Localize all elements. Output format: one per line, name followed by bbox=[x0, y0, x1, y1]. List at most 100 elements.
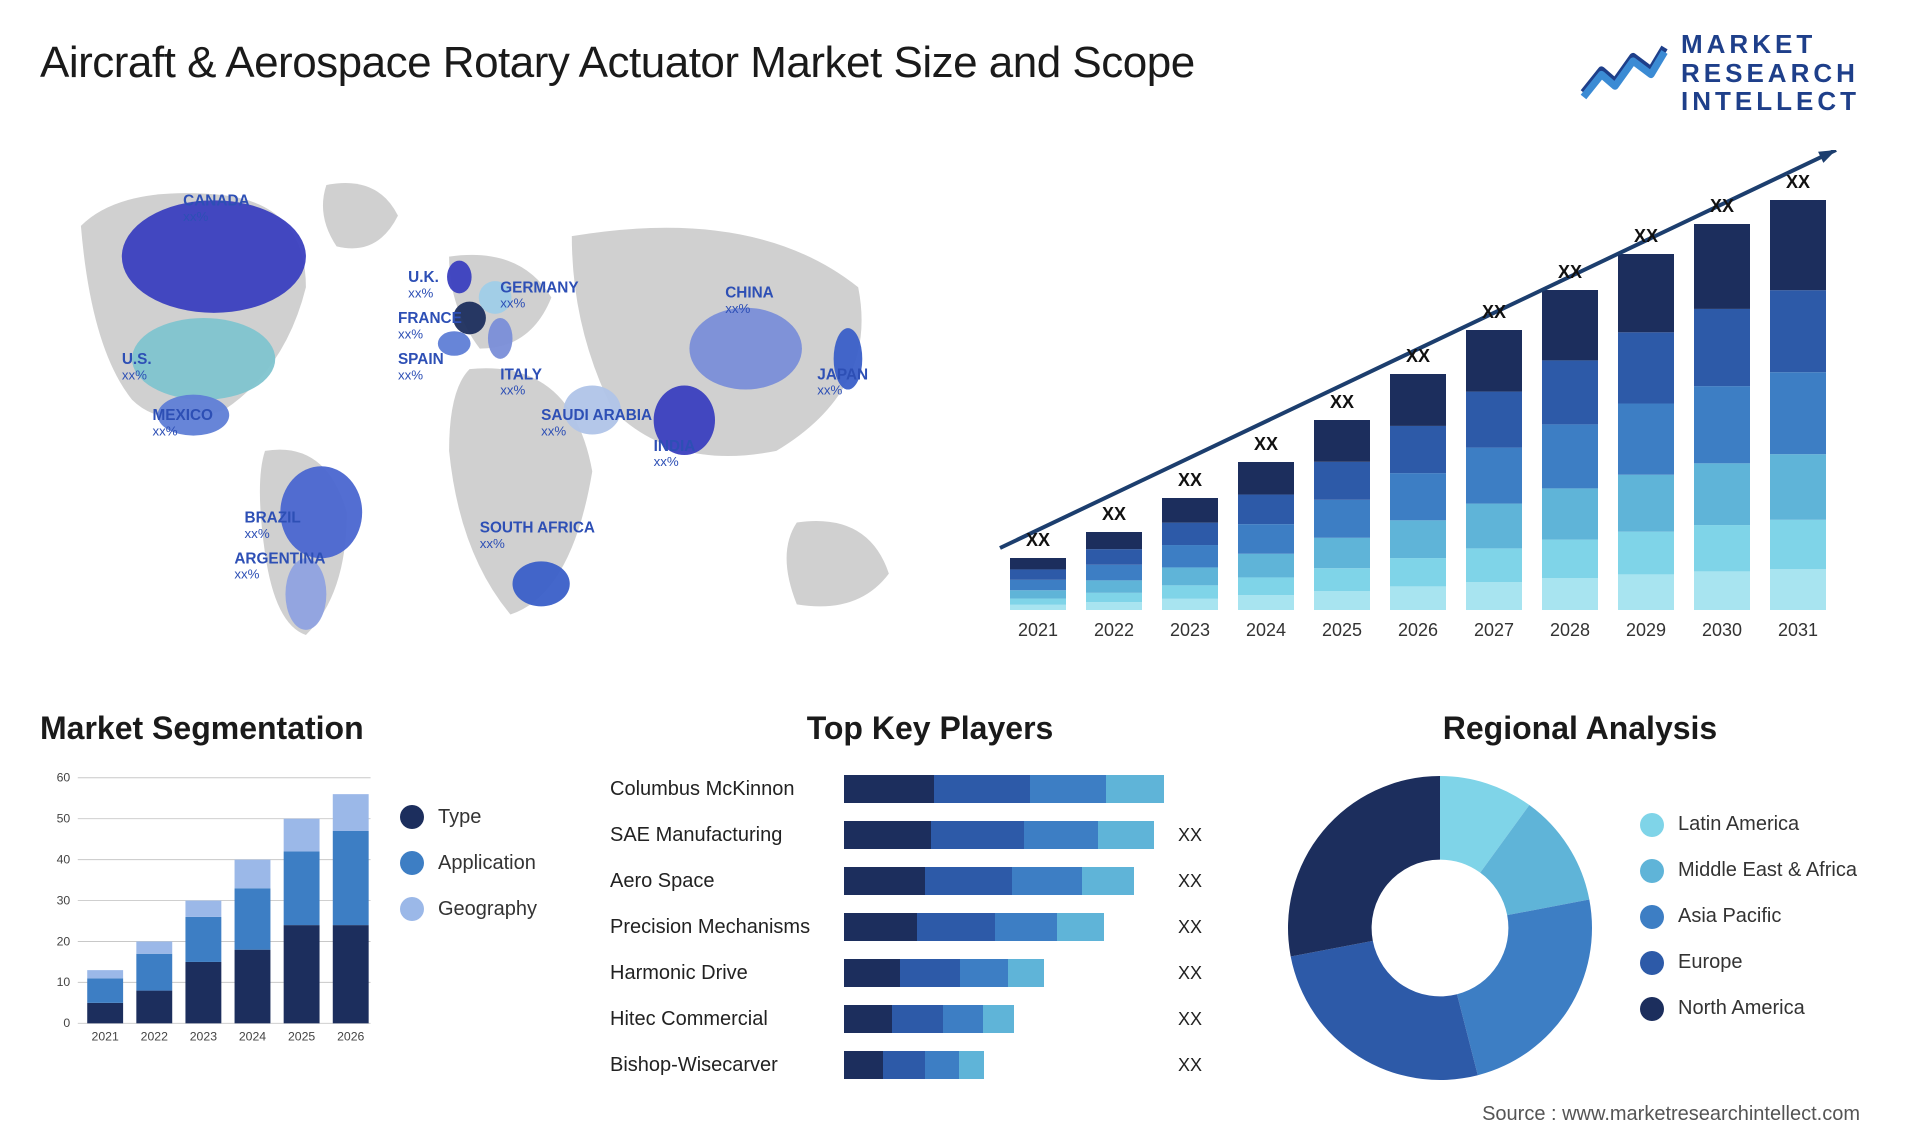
regional-donut bbox=[1280, 768, 1600, 1088]
legend-label: North America bbox=[1678, 997, 1805, 1020]
legend-item: North America bbox=[1640, 997, 1880, 1021]
svg-text:xx%: xx% bbox=[398, 367, 423, 382]
svg-text:2025: 2025 bbox=[288, 1029, 315, 1043]
player-bar bbox=[844, 959, 1164, 987]
player-value: XX bbox=[1178, 963, 1202, 984]
svg-text:60: 60 bbox=[57, 771, 71, 785]
svg-text:0: 0 bbox=[63, 1016, 70, 1030]
svg-text:2023: 2023 bbox=[1170, 620, 1210, 640]
svg-text:xx%: xx% bbox=[654, 454, 679, 469]
svg-text:xx%: xx% bbox=[817, 383, 842, 398]
svg-text:xx%: xx% bbox=[541, 424, 566, 439]
legend-swatch bbox=[1640, 997, 1664, 1021]
player-bar bbox=[844, 821, 1164, 849]
svg-text:2022: 2022 bbox=[141, 1029, 168, 1043]
svg-text:ITALY: ITALY bbox=[500, 366, 542, 383]
svg-text:GERMANY: GERMANY bbox=[500, 279, 578, 296]
svg-text:SPAIN: SPAIN bbox=[398, 351, 444, 368]
players-body: Columbus McKinnon SAE Manufacturing XX Aero… bbox=[610, 765, 1250, 1085]
legend-label: Geography bbox=[438, 898, 537, 921]
legend-item: Middle East & Africa bbox=[1640, 859, 1880, 883]
world-map: CANADAxx%U.S.xx%MEXICOxx%BRAZILxx%ARGENT… bbox=[40, 150, 940, 670]
lower-row: Market Segmentation 0 10 20 30 40 50 60 2021 202… bbox=[40, 710, 1880, 1090]
regional-legend: Latin America Middle East & Africa Asia Pa… bbox=[1630, 813, 1880, 1043]
svg-text:MEXICO: MEXICO bbox=[153, 407, 214, 424]
player-name: SAE Manufacturing bbox=[610, 824, 830, 847]
svg-text:2024: 2024 bbox=[239, 1029, 266, 1043]
segmentation-title: Market Segmentation bbox=[40, 710, 580, 747]
svg-text:2026: 2026 bbox=[337, 1029, 364, 1043]
logo-mark-icon bbox=[1579, 35, 1669, 110]
player-row: Hitec CommercialXX bbox=[610, 999, 1250, 1039]
legend-item: Europe bbox=[1640, 951, 1880, 975]
legend-item: Type bbox=[400, 805, 580, 829]
svg-text:XX: XX bbox=[1482, 302, 1506, 322]
svg-text:30: 30 bbox=[57, 893, 71, 907]
page-root: Aircraft & Aerospace Rotary Actuator Mar… bbox=[0, 0, 1920, 1146]
legend-label: Type bbox=[438, 806, 481, 829]
svg-text:2021: 2021 bbox=[92, 1029, 119, 1043]
legend-label: Latin America bbox=[1678, 813, 1799, 836]
svg-text:40: 40 bbox=[57, 852, 71, 866]
svg-text:XX: XX bbox=[1330, 392, 1354, 412]
legend-item: Latin America bbox=[1640, 813, 1880, 837]
svg-text:SAUDI ARABIA: SAUDI ARABIA bbox=[541, 407, 652, 424]
player-bar bbox=[844, 913, 1164, 941]
logo-text: MARKET RESEARCH INTELLECT bbox=[1681, 30, 1860, 116]
growth-chart-panel: XX2021XX2022XX2023XX2024XX2025XX2026XX20… bbox=[980, 150, 1880, 670]
world-map-panel: CANADAxx%U.S.xx%MEXICOxx%BRAZILxx%ARGENT… bbox=[40, 150, 940, 670]
svg-text:XX: XX bbox=[1710, 196, 1734, 216]
svg-text:XX: XX bbox=[1102, 504, 1126, 524]
svg-text:10: 10 bbox=[57, 975, 71, 989]
svg-text:CANADA: CANADA bbox=[183, 192, 249, 209]
svg-text:2027: 2027 bbox=[1474, 620, 1514, 640]
svg-text:XX: XX bbox=[1026, 530, 1050, 550]
page-title: Aircraft & Aerospace Rotary Actuator Mar… bbox=[40, 30, 1195, 88]
svg-text:2030: 2030 bbox=[1702, 620, 1742, 640]
players-panel: Top Key Players Columbus McKinnonSAE Man… bbox=[610, 710, 1250, 1090]
player-name: Hitec Commercial bbox=[610, 1008, 830, 1031]
svg-text:xx%: xx% bbox=[500, 296, 525, 311]
legend-swatch bbox=[400, 805, 424, 829]
player-name: Aero Space bbox=[610, 870, 830, 893]
player-row: Precision MechanismsXX bbox=[610, 907, 1250, 947]
legend-label: Asia Pacific bbox=[1678, 905, 1781, 928]
svg-text:BRAZIL: BRAZIL bbox=[245, 510, 301, 527]
svg-text:FRANCE: FRANCE bbox=[398, 310, 462, 327]
legend-label: Europe bbox=[1678, 951, 1743, 974]
svg-text:ARGENTINA: ARGENTINA bbox=[234, 550, 325, 567]
brand-logo: MARKET RESEARCH INTELLECT bbox=[1579, 30, 1880, 116]
svg-text:CHINA: CHINA bbox=[725, 285, 774, 302]
growth-chart: XX2021XX2022XX2023XX2024XX2025XX2026XX20… bbox=[980, 150, 1880, 670]
upper-row: CANADAxx%U.S.xx%MEXICOxx%BRAZILxx%ARGENT… bbox=[40, 150, 1880, 670]
player-value: XX bbox=[1178, 917, 1202, 938]
legend-label: Application bbox=[438, 852, 536, 875]
svg-text:XX: XX bbox=[1786, 172, 1810, 192]
svg-text:2022: 2022 bbox=[1094, 620, 1134, 640]
source-label: Source : www.marketresearchintellect.com bbox=[1482, 1103, 1860, 1126]
segmentation-legend: Type Application Geography bbox=[400, 765, 580, 1090]
svg-text:2026: 2026 bbox=[1398, 620, 1438, 640]
svg-text:2031: 2031 bbox=[1778, 620, 1818, 640]
svg-text:XX: XX bbox=[1406, 346, 1430, 366]
svg-text:50: 50 bbox=[57, 811, 71, 825]
svg-text:XX: XX bbox=[1254, 434, 1278, 454]
svg-text:2028: 2028 bbox=[1550, 620, 1590, 640]
svg-text:xx%: xx% bbox=[234, 567, 259, 582]
header: Aircraft & Aerospace Rotary Actuator Mar… bbox=[40, 30, 1880, 140]
player-row: Columbus McKinnon bbox=[610, 769, 1250, 809]
svg-text:INDIA: INDIA bbox=[654, 438, 696, 455]
regional-title: Regional Analysis bbox=[1280, 710, 1880, 747]
player-name: Harmonic Drive bbox=[610, 962, 830, 985]
legend-swatch bbox=[400, 851, 424, 875]
legend-swatch bbox=[400, 897, 424, 921]
regional-panel: Regional Analysis Latin America Middle Ea… bbox=[1280, 710, 1880, 1090]
svg-text:xx%: xx% bbox=[183, 209, 208, 224]
svg-text:20: 20 bbox=[57, 934, 71, 948]
svg-text:U.K.: U.K. bbox=[408, 269, 439, 286]
player-row: Harmonic Drive XX bbox=[610, 953, 1250, 993]
player-value: XX bbox=[1178, 825, 1202, 846]
svg-text:XX: XX bbox=[1558, 262, 1582, 282]
svg-text:2023: 2023 bbox=[190, 1029, 217, 1043]
regional-body: Latin America Middle East & Africa Asia Pa… bbox=[1280, 765, 1880, 1090]
